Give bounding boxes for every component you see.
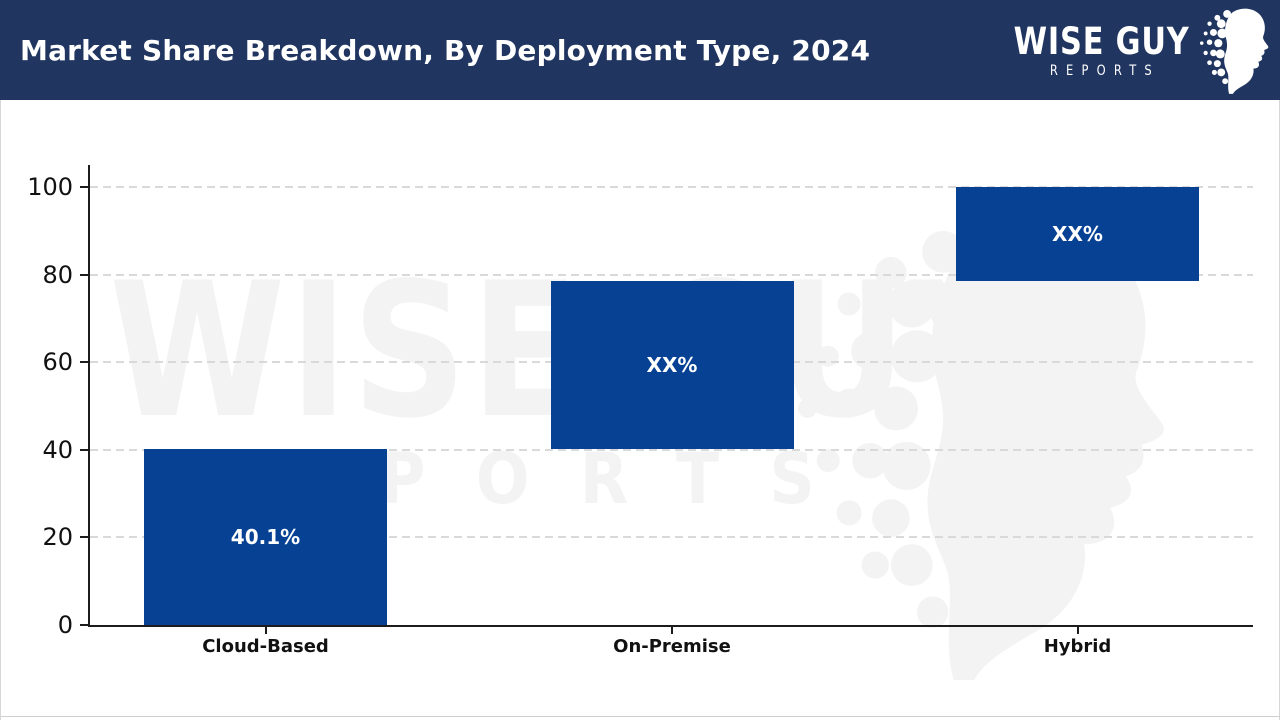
page-title: Market Share Breakdown, By Deployment Ty… [20, 33, 871, 67]
y-axis-tick [80, 624, 89, 626]
bar-on-premise: XX% [550, 281, 794, 450]
y-axis-line [88, 165, 90, 627]
brand-subname: REPORTS [1050, 62, 1161, 79]
x-axis-tick [1076, 625, 1079, 634]
y-axis-tick [80, 186, 89, 188]
figure-bottom-rule [1, 716, 1280, 717]
brand-logo: WISE GUY REPORTS [975, 0, 1280, 100]
bar-value-label: 40.1% [230, 525, 301, 550]
bar-value-label: XX% [646, 353, 698, 378]
y-tick-label: 60 [42, 348, 73, 377]
y-tick-label: 20 [42, 523, 73, 552]
plot-area: 0 20 40 60 80 100 40.1% Cloud-Based XX% On-Premis… [1, 100, 1279, 720]
y-tick-label: 100 [27, 173, 73, 201]
bar-value-label: XX% [1052, 222, 1103, 247]
y-axis-tick [80, 536, 89, 539]
x-axis-line [88, 625, 1253, 627]
y-tick-label: 0 [57, 611, 73, 639]
category-label: On-Premise [613, 636, 731, 657]
x-axis-tick [671, 625, 673, 634]
header: Market Share Breakdown, By Deployment Ty… [0, 0, 1280, 100]
x-axis-tick [264, 625, 267, 634]
logo-face-icon [1199, 8, 1269, 94]
gridline [90, 448, 1253, 451]
y-axis-tick [80, 361, 89, 364]
gridline [90, 186, 1253, 188]
y-axis-tick [80, 273, 89, 276]
category-label: Cloud-Based [202, 636, 329, 657]
bar-hybrid: XX% [956, 187, 1199, 282]
gridline [90, 536, 1253, 539]
brand-name: WISE GUY [1014, 19, 1190, 63]
y-axis-tick [80, 448, 89, 451]
brand-logo-text: WISE GUY REPORTS [1014, 23, 1190, 78]
bar-cloud-based: 40.1% [144, 449, 387, 625]
gridline [90, 273, 1253, 276]
y-tick-label: 40 [42, 435, 73, 464]
y-tick-label: 80 [42, 260, 73, 289]
category-label: Hybrid [1043, 636, 1112, 657]
chart-area: WISE GUY REPORTS 0 20 40 60 80 100 40.1% Cloud- [0, 100, 1280, 720]
